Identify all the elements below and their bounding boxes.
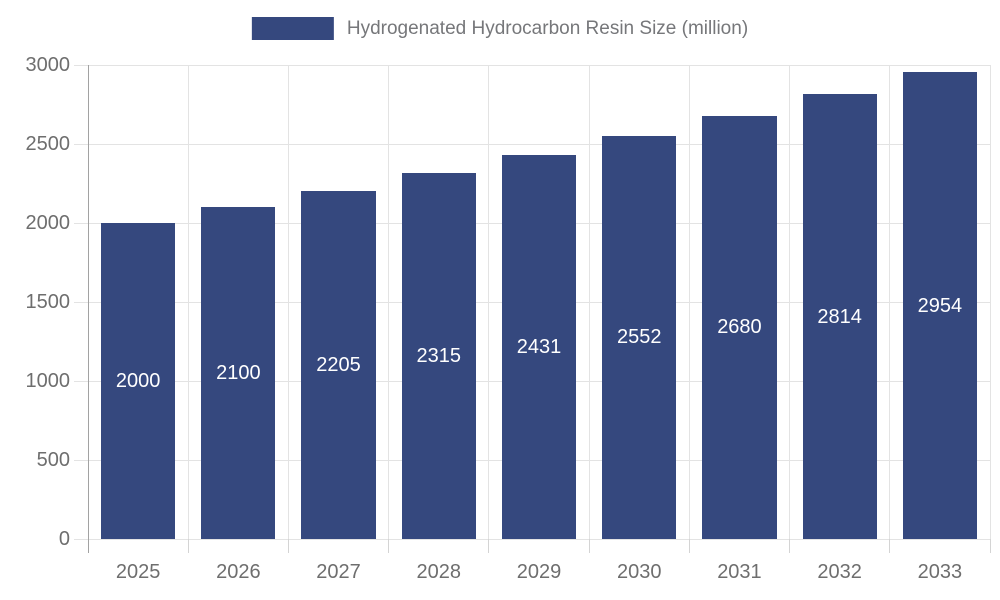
x-axis-tick	[688, 539, 690, 553]
bar-value-label: 2954	[917, 294, 963, 317]
legend-item[interactable]: Hydrogenated Hydrocarbon Resin Size (mil…	[251, 17, 749, 40]
bar[interactable]	[702, 115, 777, 539]
bar-value-label: 2431	[516, 335, 562, 358]
gridline-vertical	[287, 65, 289, 539]
bar[interactable]	[602, 135, 677, 539]
x-axis-tick-label: 2030	[616, 561, 662, 583]
bar[interactable]	[902, 72, 977, 539]
y-axis-tick	[74, 459, 88, 461]
bar[interactable]	[501, 154, 577, 539]
x-axis-tick	[789, 539, 791, 553]
gridline-vertical	[989, 65, 991, 539]
x-axis-tick-label: 2031	[717, 561, 762, 583]
x-axis-tick-label: 2028	[416, 561, 462, 583]
gridline-vertical	[187, 65, 189, 539]
y-axis-line	[87, 65, 89, 553]
y-axis-tick-label: 1000	[25, 370, 71, 392]
bar[interactable]	[401, 173, 476, 539]
y-axis-tick-label: 0	[58, 528, 70, 550]
y-axis-tick	[74, 222, 88, 224]
y-axis-tick-label: 500	[36, 449, 70, 471]
bar-value-label: 2205	[316, 353, 361, 376]
bar-value-label: 2000	[115, 370, 161, 392]
gridline-vertical	[388, 65, 390, 539]
x-axis-tick	[187, 539, 189, 553]
gridline-horizontal	[88, 143, 990, 145]
bar-value-label: 2680	[717, 316, 762, 339]
x-axis-tick-label: 2029	[516, 561, 562, 583]
y-axis-tick	[74, 538, 88, 540]
x-axis-tick	[588, 539, 590, 553]
x-axis-tick	[287, 539, 289, 553]
bar[interactable]	[301, 190, 376, 539]
x-axis-tick	[388, 539, 390, 553]
x-axis-tick	[889, 539, 891, 553]
gridline-vertical	[588, 65, 590, 539]
x-axis-tick-label: 2025	[115, 561, 161, 583]
bar-value-label: 2814	[817, 305, 862, 328]
bar-value-label: 2315	[416, 345, 462, 368]
y-axis-tick	[74, 64, 88, 66]
bar[interactable]	[101, 223, 176, 539]
y-axis-tick-label: 2500	[25, 133, 71, 155]
bar[interactable]	[201, 207, 276, 539]
gridline-vertical	[688, 65, 690, 539]
y-axis-tick-label: 1500	[25, 291, 71, 313]
gridline-vertical	[488, 65, 490, 539]
y-axis-tick	[74, 143, 88, 145]
legend-swatch	[251, 17, 334, 40]
gridline-horizontal	[88, 538, 990, 540]
y-axis-tick	[74, 301, 88, 303]
gridline-horizontal	[88, 64, 990, 66]
legend-label: Hydrogenated Hydrocarbon Resin Size (mil…	[346, 18, 749, 39]
gridline-vertical	[789, 65, 791, 539]
x-axis-tick-label: 2026	[216, 561, 261, 583]
x-axis-tick-label: 2033	[917, 561, 963, 583]
x-axis-tick	[488, 539, 490, 553]
bar-value-label: 2100	[216, 362, 261, 385]
bar-value-label: 2552	[616, 326, 662, 349]
x-axis-tick-label: 2027	[316, 561, 361, 583]
y-axis-tick-label: 2000	[25, 212, 71, 234]
y-axis-tick	[74, 380, 88, 382]
x-axis-tick-label: 2032	[817, 561, 862, 583]
x-axis-tick	[989, 539, 991, 553]
y-axis-tick-label: 3000	[25, 54, 71, 76]
bar[interactable]	[802, 94, 877, 539]
gridline-vertical	[889, 65, 891, 539]
